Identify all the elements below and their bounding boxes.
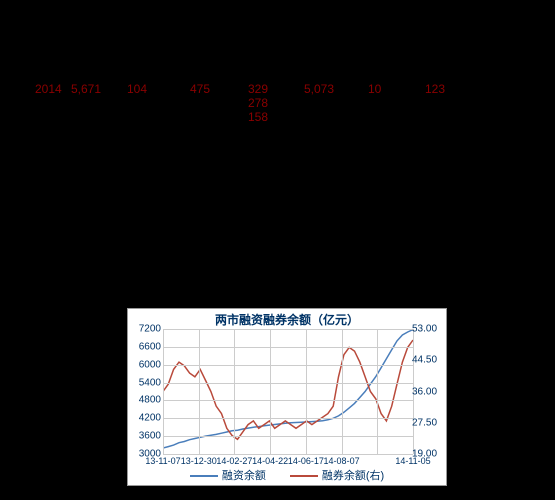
grid-line	[163, 383, 413, 384]
legend-item: 融券余额(右)	[290, 467, 384, 483]
legend-label: 融资余额	[222, 470, 266, 482]
series-securities	[163, 340, 413, 439]
x-axis-label: 14-08-07	[324, 456, 360, 466]
x-axis-label: 14-04-22	[252, 456, 288, 466]
plot-area	[163, 329, 413, 454]
data-cell: 123	[425, 82, 445, 96]
legend-swatch	[190, 475, 218, 477]
x-axis-label: 14-06-17	[288, 456, 324, 466]
y-axis-left-label: 7200	[131, 324, 161, 335]
x-axis-label: 14-02-27	[216, 456, 252, 466]
y-axis-left-label: 3600	[131, 431, 161, 442]
grid-line	[163, 454, 413, 455]
y-axis-left-label: 6600	[131, 341, 161, 352]
grid-line	[163, 400, 413, 401]
grid-line	[306, 329, 307, 454]
data-cell: 5,671	[71, 82, 101, 96]
x-axis-label: 14-11-05	[395, 456, 430, 466]
data-cell: 2014	[35, 82, 62, 96]
data-row: 2014 5,671 104 475 329 5,073 10 123 278158	[0, 82, 555, 142]
grid-line	[163, 329, 164, 454]
data-cell: 104	[127, 82, 147, 96]
grid-line	[234, 329, 235, 454]
data-cell: 10	[368, 82, 381, 96]
grid-line	[163, 329, 413, 330]
chart-legend: 融资余额 融券余额(右)	[128, 467, 446, 483]
data-cell: 475	[190, 82, 210, 96]
margin-balance-chart: 两市融资融券余额（亿元） 融资余额融券余额(右) 300036004200480…	[127, 308, 447, 486]
legend-item: 融资余额	[190, 467, 266, 483]
grid-line	[163, 365, 413, 366]
chart-title: 两市融资融券余额（亿元）	[128, 311, 446, 328]
grid-line	[163, 436, 413, 437]
y-axis-right-label: 27.50	[412, 417, 444, 428]
x-axis-label: 13-12-30	[181, 456, 217, 466]
data-cell: 278	[248, 96, 268, 110]
y-axis-right-label: 44.50	[412, 355, 444, 366]
y-axis-left-label: 4800	[131, 395, 161, 406]
data-cell: 5,073	[304, 82, 334, 96]
legend-label: 融券余额(右)	[322, 470, 384, 482]
grid-line	[377, 329, 378, 454]
y-axis-left-label: 4200	[131, 413, 161, 424]
data-cell: 158	[248, 110, 268, 124]
y-axis-right-label: 36.00	[412, 386, 444, 397]
grid-line	[163, 347, 413, 348]
x-axis-label: 13-11-07	[145, 456, 180, 466]
y-axis-right-label: 53.00	[412, 324, 444, 335]
grid-line	[342, 329, 343, 454]
grid-line	[270, 329, 271, 454]
grid-line	[163, 418, 413, 419]
grid-line	[199, 329, 200, 454]
y-axis-left-label: 6000	[131, 359, 161, 370]
legend-swatch	[290, 475, 318, 477]
data-cell: 329	[248, 82, 268, 96]
y-axis-left-label: 5400	[131, 377, 161, 388]
